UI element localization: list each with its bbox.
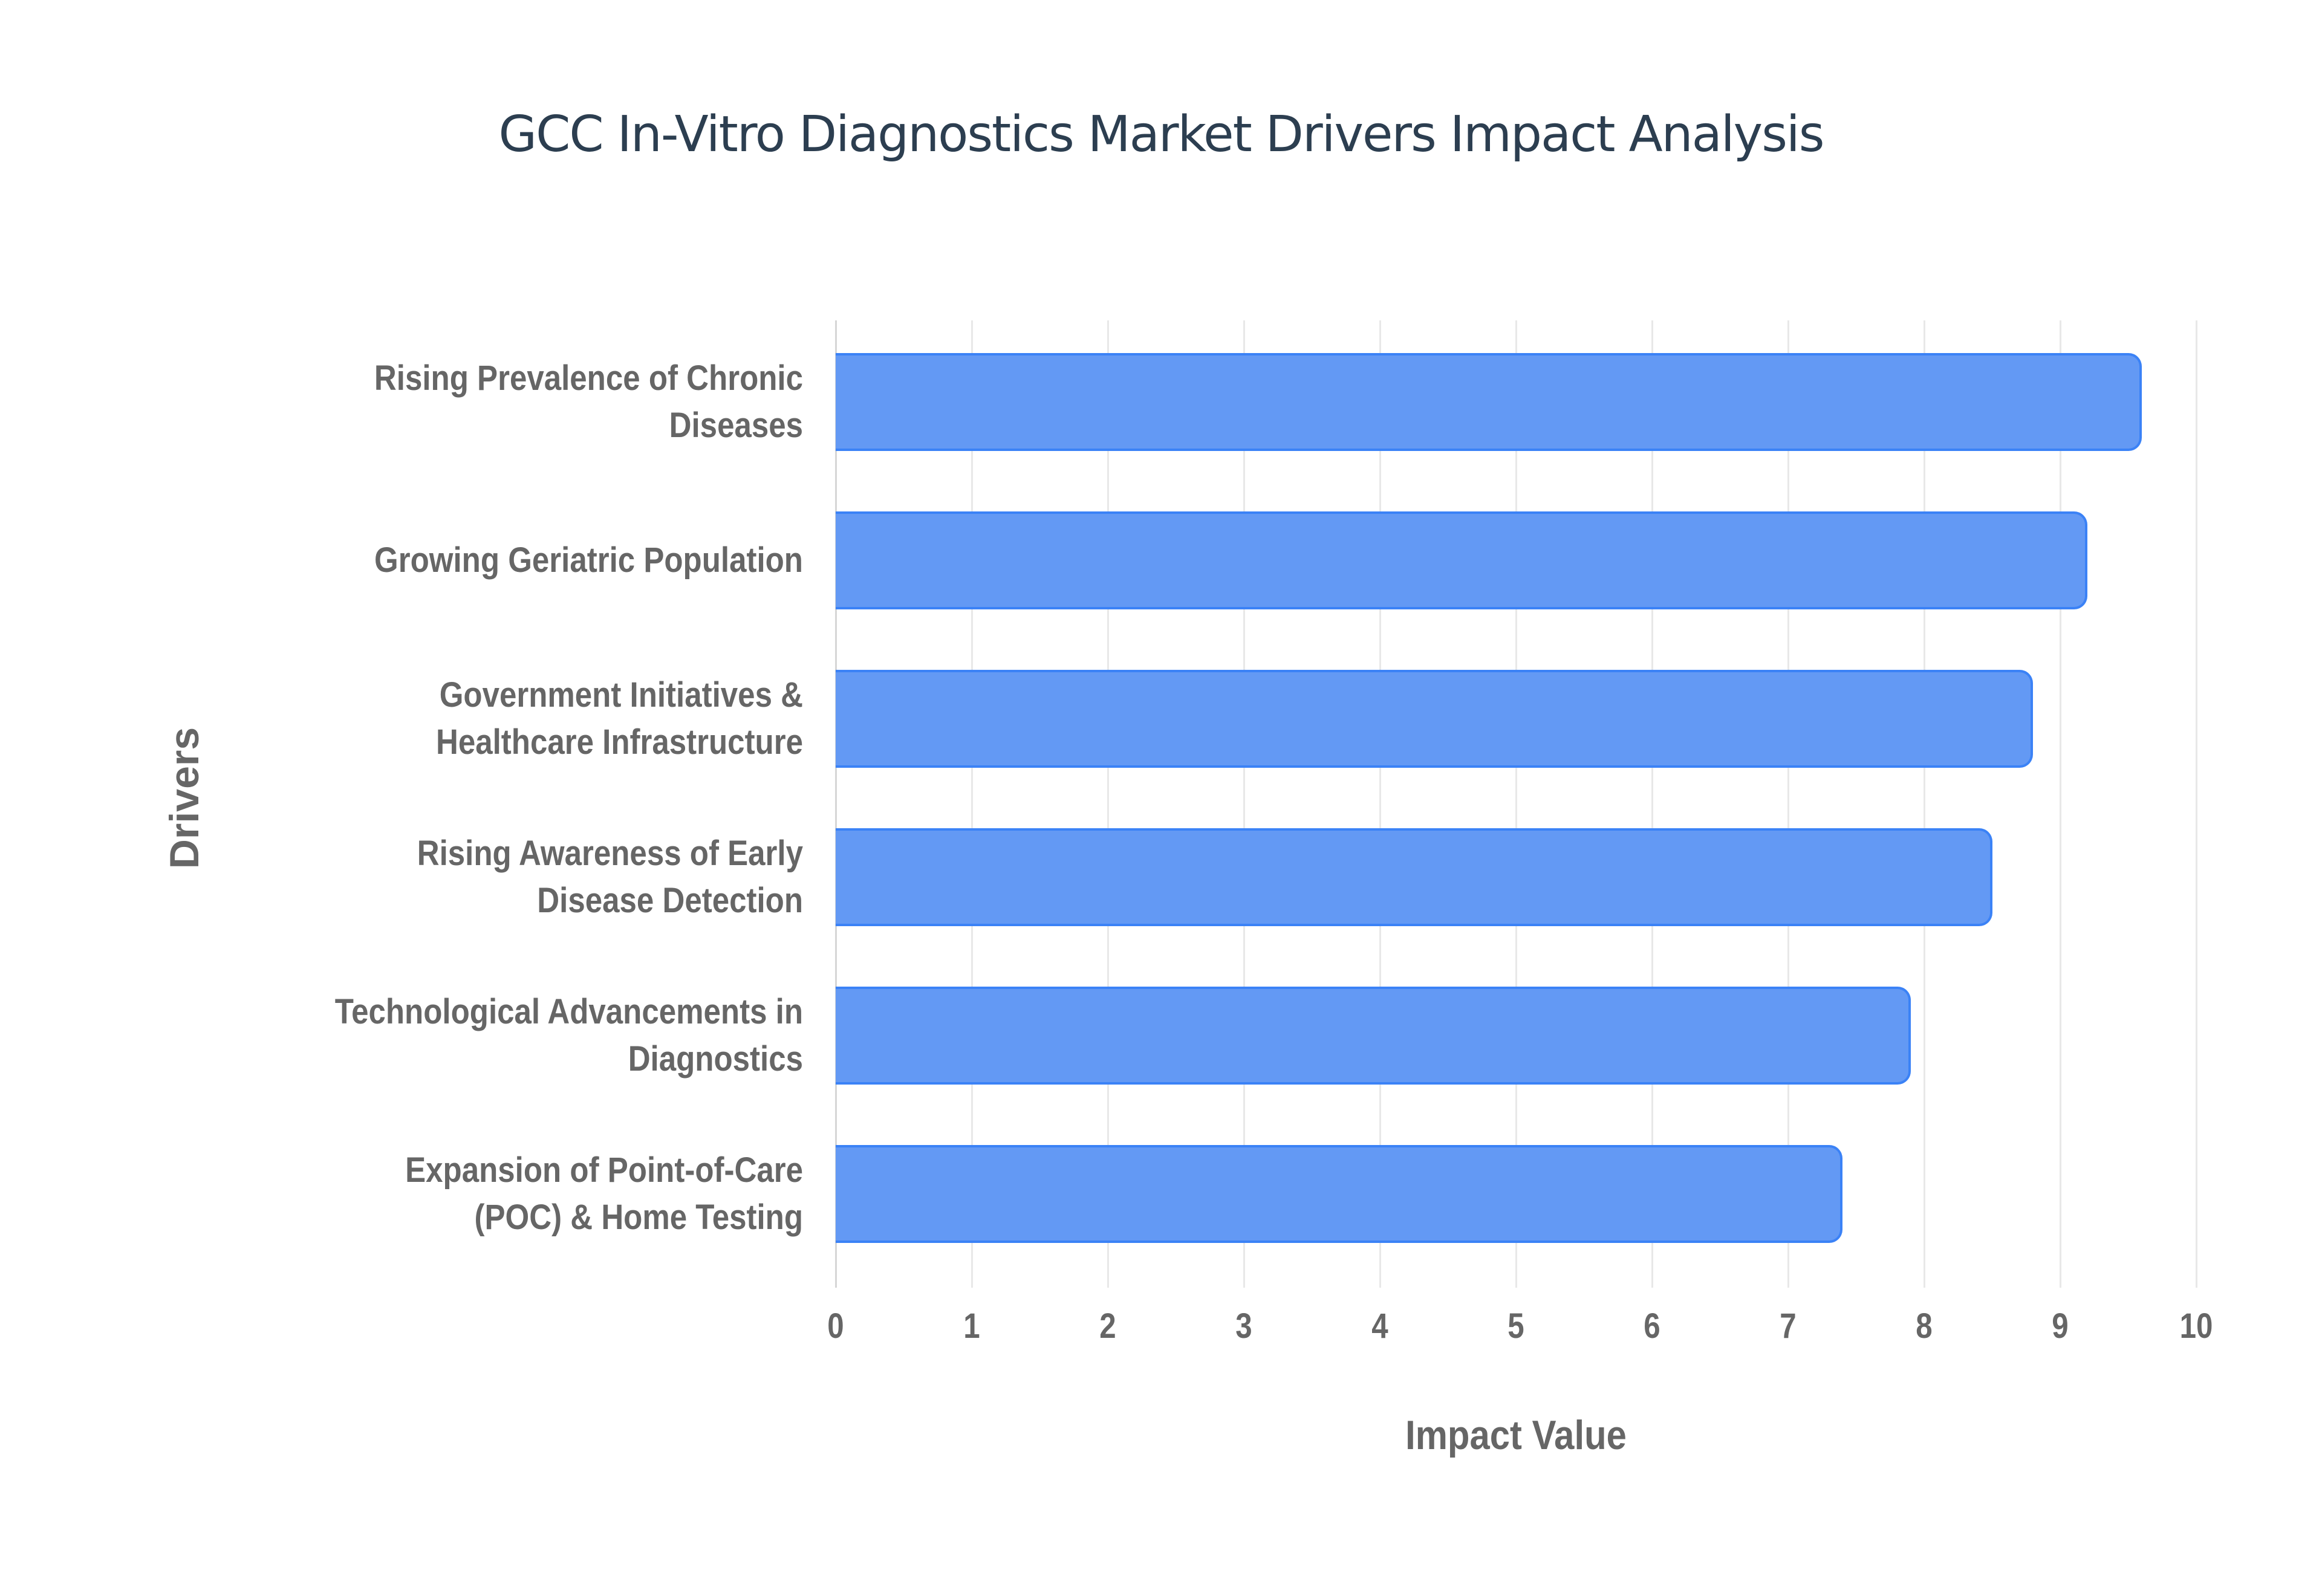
category-label: Rising Prevalence of Chronic Diseases: [374, 358, 803, 445]
category-label: Rising Awareness of Early Disease Detecti…: [417, 834, 803, 920]
x-tick-label: 1: [963, 1306, 980, 1346]
gridline: [2196, 320, 2197, 1288]
category-label: Technological Advancements in Diagnostics: [334, 992, 803, 1079]
gridline: [1651, 320, 1653, 1288]
x-tick-label: 2: [1099, 1306, 1116, 1346]
y-axis-label: Drivers: [161, 727, 207, 869]
category-label: Growing Geriatric Population: [374, 540, 803, 580]
x-tick-label: 10: [2179, 1306, 2213, 1346]
bar[interactable]: [836, 1145, 1842, 1243]
gridline: [1787, 320, 1789, 1288]
x-axis-label: Impact Value: [1405, 1412, 1627, 1458]
gridline: [2060, 320, 2061, 1288]
x-tick-label: 6: [1644, 1306, 1660, 1346]
x-tick-label: 8: [1916, 1306, 1933, 1346]
x-tick-label: 0: [827, 1306, 844, 1346]
gridline: [1515, 320, 1517, 1288]
category-label: Government Initiatives & Healthcare Infra…: [435, 675, 803, 762]
gridline: [835, 320, 837, 1288]
x-tick-label: 3: [1235, 1306, 1252, 1346]
gridline: [1107, 320, 1109, 1288]
x-tick-label: 7: [1780, 1306, 1797, 1346]
gridline: [971, 320, 973, 1288]
chart-title: GCC In-Vitro Diagnostics Market Drivers …: [498, 106, 1825, 163]
bar[interactable]: [836, 670, 2033, 768]
category-label: Expansion of Point-of-Care (POC) & Home T…: [405, 1150, 803, 1237]
bar[interactable]: [836, 511, 2087, 609]
plot-area: [835, 320, 2197, 1288]
gridline: [1379, 320, 1381, 1288]
gridline: [1243, 320, 1245, 1288]
x-tick-label: 9: [2052, 1306, 2069, 1346]
bar[interactable]: [836, 353, 2142, 451]
x-tick-label: 4: [1371, 1306, 1388, 1346]
bar[interactable]: [836, 987, 1911, 1085]
x-tick-label: 5: [1507, 1306, 1524, 1346]
bar[interactable]: [836, 828, 1992, 926]
gridline: [1924, 320, 1925, 1288]
